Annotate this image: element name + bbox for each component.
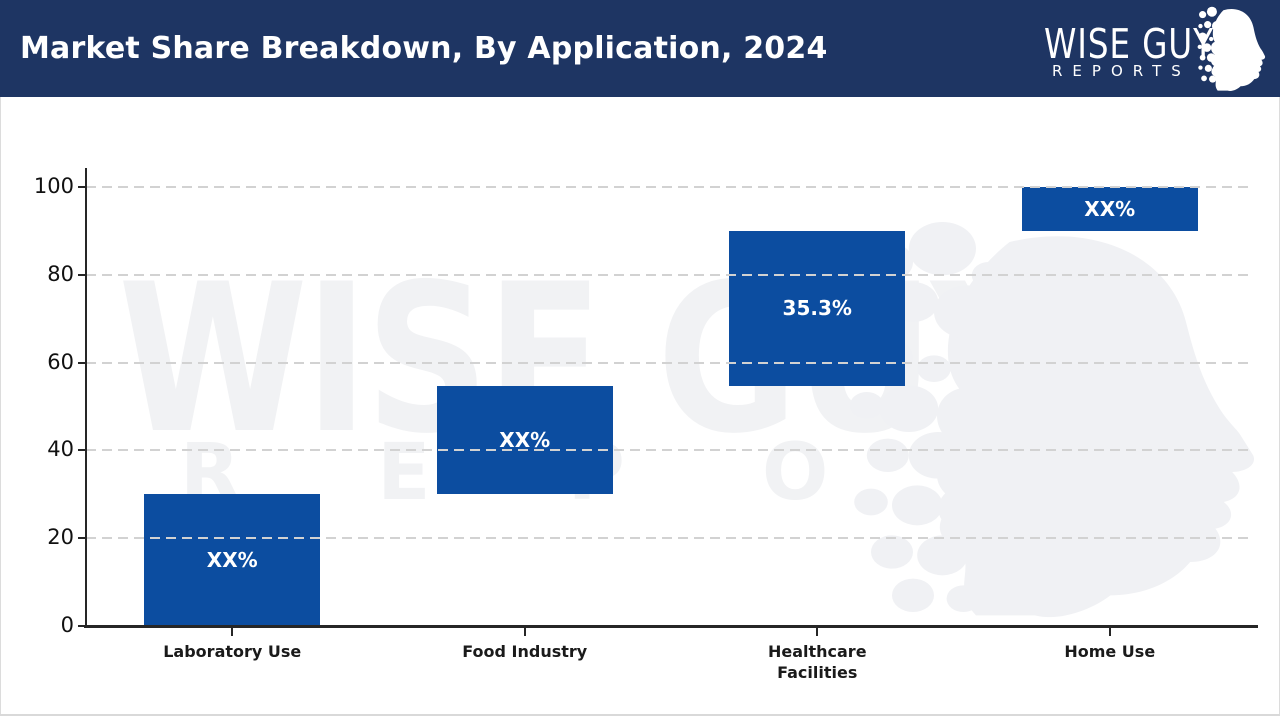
category-label-line: Home Use: [1064, 642, 1156, 661]
y-tick: [78, 449, 86, 452]
category-label-line: Food Industry: [462, 642, 588, 661]
y-tick: [78, 273, 86, 276]
chart-area: XX% Laboratory Use XX% Food Industry 35.3% He…: [0, 97, 1280, 715]
category-label-food-industry: Food Industry: [415, 641, 635, 662]
category-label-home-use: Home Use: [1000, 641, 1220, 662]
category-label-line: Facilities: [777, 663, 858, 682]
bar-healthcare-facilities: 35.3%: [729, 230, 906, 386]
gridline-20: [86, 537, 1252, 540]
gridline-40: [86, 449, 1252, 452]
y-tick: [78, 537, 86, 540]
logo-wordmark: WISE GUY: [1044, 20, 1214, 68]
bar-value-label: XX%: [499, 427, 551, 452]
bar-value-label: XX%: [206, 547, 258, 572]
header-bar: Market Share Breakdown, By Application, …: [0, 0, 1280, 97]
y-tick: [78, 186, 86, 188]
category-label-line: Laboratory Use: [163, 642, 302, 661]
category-label-healthcare-facilities: Healthcare Facilities: [707, 641, 927, 683]
x-tick: [523, 628, 526, 636]
y-axis: [85, 168, 87, 627]
y-tick-label: 100: [33, 174, 74, 198]
page-title: Market Share Breakdown, By Application, …: [20, 31, 828, 66]
gridline-60: [86, 361, 1252, 364]
y-tick-label: 20: [47, 525, 74, 550]
bar-value-label: XX%: [1084, 196, 1136, 221]
y-tick: [78, 625, 86, 627]
y-tick-label: 0: [60, 613, 74, 637]
y-tick-label: 80: [47, 261, 74, 286]
y-tick: [78, 361, 86, 364]
x-tick: [816, 628, 819, 636]
x-tick: [1108, 628, 1111, 636]
footer-line: [0, 714, 1280, 716]
bar-food-industry: XX%: [436, 385, 613, 494]
y-tick-label: 60: [47, 349, 74, 374]
logo: WISE GUY REPORTS: [1000, 4, 1270, 94]
category-label-line: Healthcare: [767, 642, 867, 661]
gridline-100: [86, 186, 1252, 188]
x-tick: [231, 628, 234, 636]
y-tick-label: 40: [47, 437, 74, 462]
category-label-laboratory-use: Laboratory Use: [122, 641, 342, 662]
logo-subtext: REPORTS: [1052, 62, 1191, 80]
bar-value-label: 35.3%: [782, 296, 852, 321]
gridline-80: [86, 273, 1252, 276]
x-axis: [84, 625, 1258, 628]
logo-head-icon: [1197, 6, 1266, 91]
bar-laboratory-use: XX%: [144, 493, 321, 626]
watermark-head-graphic: [850, 222, 1255, 618]
bar-home-use: XX%: [1021, 187, 1198, 231]
